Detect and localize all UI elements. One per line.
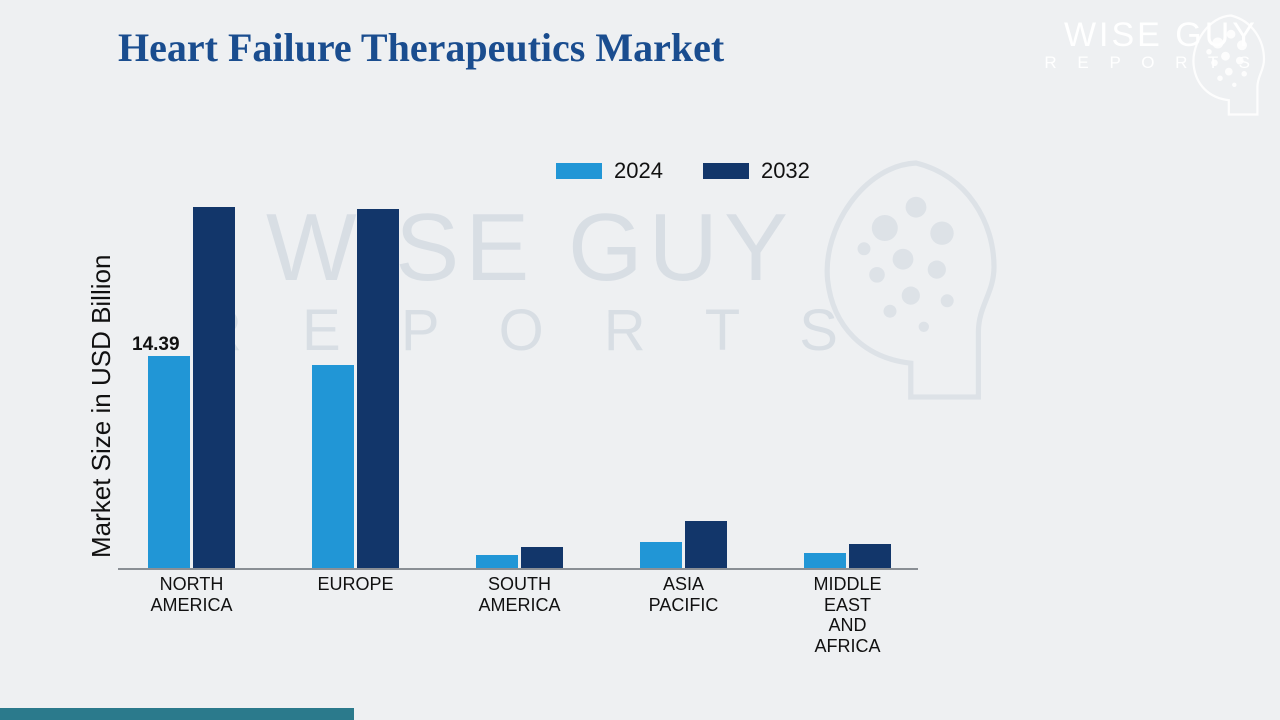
bar-2024 (312, 365, 354, 568)
bar-2032 (521, 547, 563, 568)
x-axis-label: MIDDLEEASTANDAFRICA (768, 568, 928, 657)
logo-line1: WISE GUY (1044, 18, 1258, 52)
legend-label: 2032 (761, 158, 810, 184)
bar-2032 (685, 521, 727, 568)
logo-line2: R E P O R T S (1044, 54, 1258, 71)
legend-item-2024: 2024 (556, 158, 663, 184)
legend: 2024 2032 (556, 158, 810, 184)
bar-2024 (148, 356, 190, 568)
bar-2032 (193, 207, 235, 568)
bar-2032 (357, 209, 399, 568)
bar-2032 (849, 544, 891, 568)
x-axis-label: NORTHAMERICA (112, 568, 272, 615)
y-axis-label: Market Size in USD Billion (86, 255, 117, 558)
legend-item-2032: 2032 (703, 158, 810, 184)
x-axis-label: SOUTHAMERICA (440, 568, 600, 615)
x-axis-label: ASIAPACIFIC (604, 568, 764, 615)
value-label: 14.39 (132, 334, 180, 356)
bar-2024 (640, 542, 682, 568)
bottom-accent-strip (0, 708, 354, 720)
legend-swatch (703, 163, 749, 179)
chart-area: NORTHAMERICAEUROPESOUTHAMERICAASIAPACIFI… (148, 200, 938, 568)
bar-2024 (804, 553, 846, 568)
x-axis-label: EUROPE (276, 568, 436, 595)
brand-logo: WISE GUY R E P O R T S (1044, 18, 1258, 71)
legend-swatch (556, 163, 602, 179)
legend-label: 2024 (614, 158, 663, 184)
chart-title: Heart Failure Therapeutics Market (118, 24, 724, 71)
bar-2024 (476, 555, 518, 568)
